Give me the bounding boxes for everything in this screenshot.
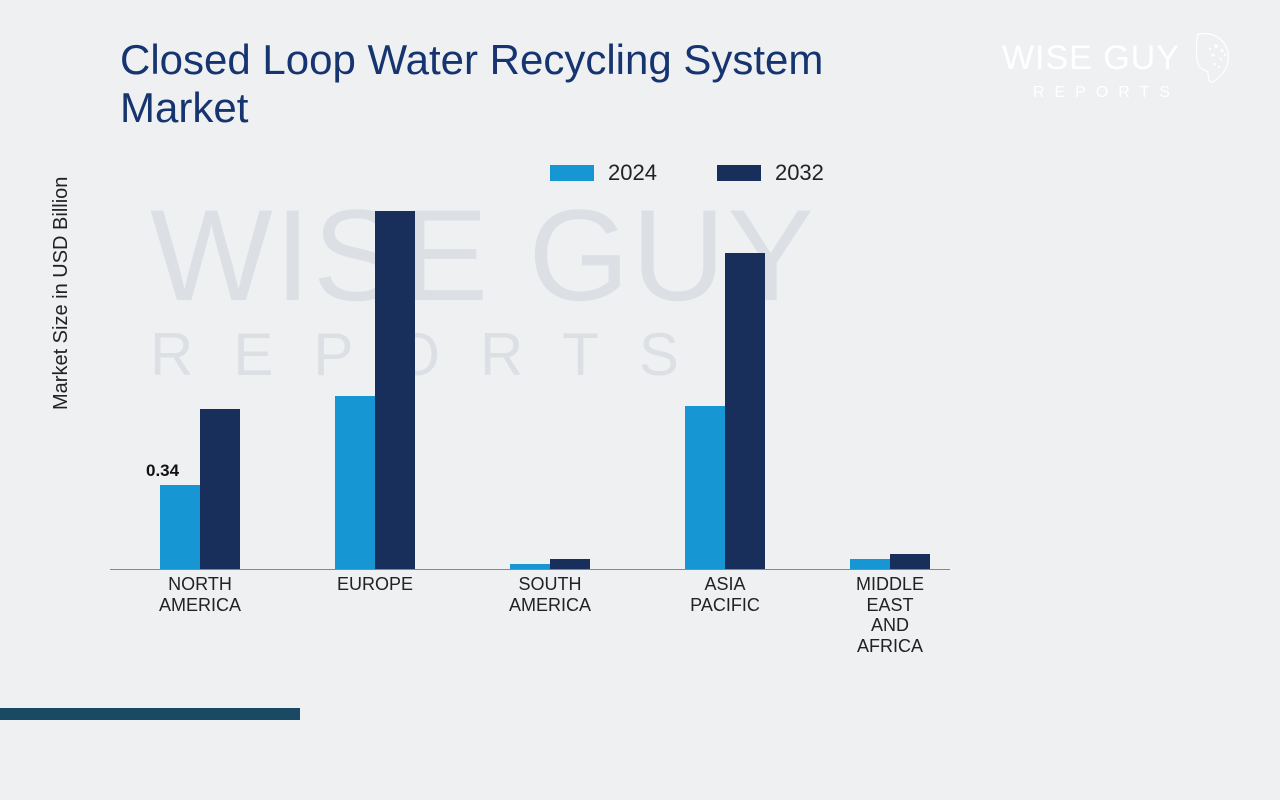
accent-strip	[0, 708, 300, 720]
legend-swatch-2024	[550, 165, 594, 181]
legend-label-2024: 2024	[608, 160, 657, 186]
bar-2024	[160, 485, 200, 569]
y-axis-label: Market Size in USD Billion	[50, 177, 73, 410]
bar-2024	[685, 406, 725, 569]
x-axis-labels: NORTHAMERICA EUROPE SOUTHAMERICA ASIAPACIFI…	[110, 574, 950, 674]
bar-2032	[890, 554, 930, 569]
bar-2032	[200, 409, 240, 569]
x-axis-label: NORTHAMERICA	[140, 574, 260, 615]
bar-group	[315, 211, 435, 569]
bar-group: 0.34	[140, 409, 260, 569]
legend-item-2032: 2032	[717, 160, 824, 186]
chart-area: Market Size in USD Billion 2024 2032 0.3…	[60, 160, 960, 680]
plot-area: 0.34	[110, 200, 950, 570]
bar-group	[665, 253, 785, 569]
x-axis-label: SOUTHAMERICA	[490, 574, 610, 615]
head-icon	[1180, 28, 1240, 88]
x-axis-label: MIDDLEEASTANDAFRICA	[830, 574, 950, 657]
brand-logo: WISE GUY REPORTS	[1002, 28, 1240, 102]
bar-2032	[725, 253, 765, 569]
bar-2024	[850, 559, 890, 569]
legend-swatch-2032	[717, 165, 761, 181]
bar-2032	[550, 559, 590, 569]
bar-2024	[335, 396, 375, 569]
logo-main-text: WISE GUY	[1002, 39, 1180, 78]
x-axis-label: EUROPE	[315, 574, 435, 595]
bar-group	[830, 554, 950, 569]
x-axis-label: ASIAPACIFIC	[665, 574, 785, 615]
legend-item-2024: 2024	[550, 160, 657, 186]
bar-2032	[375, 211, 415, 569]
legend-label-2032: 2032	[775, 160, 824, 186]
bar-group	[490, 559, 610, 569]
chart-title: Closed Loop Water Recycling System Marke…	[120, 36, 880, 133]
legend: 2024 2032	[550, 160, 824, 186]
bar-value-label: 0.34	[146, 461, 179, 481]
bar-2024	[510, 564, 550, 569]
